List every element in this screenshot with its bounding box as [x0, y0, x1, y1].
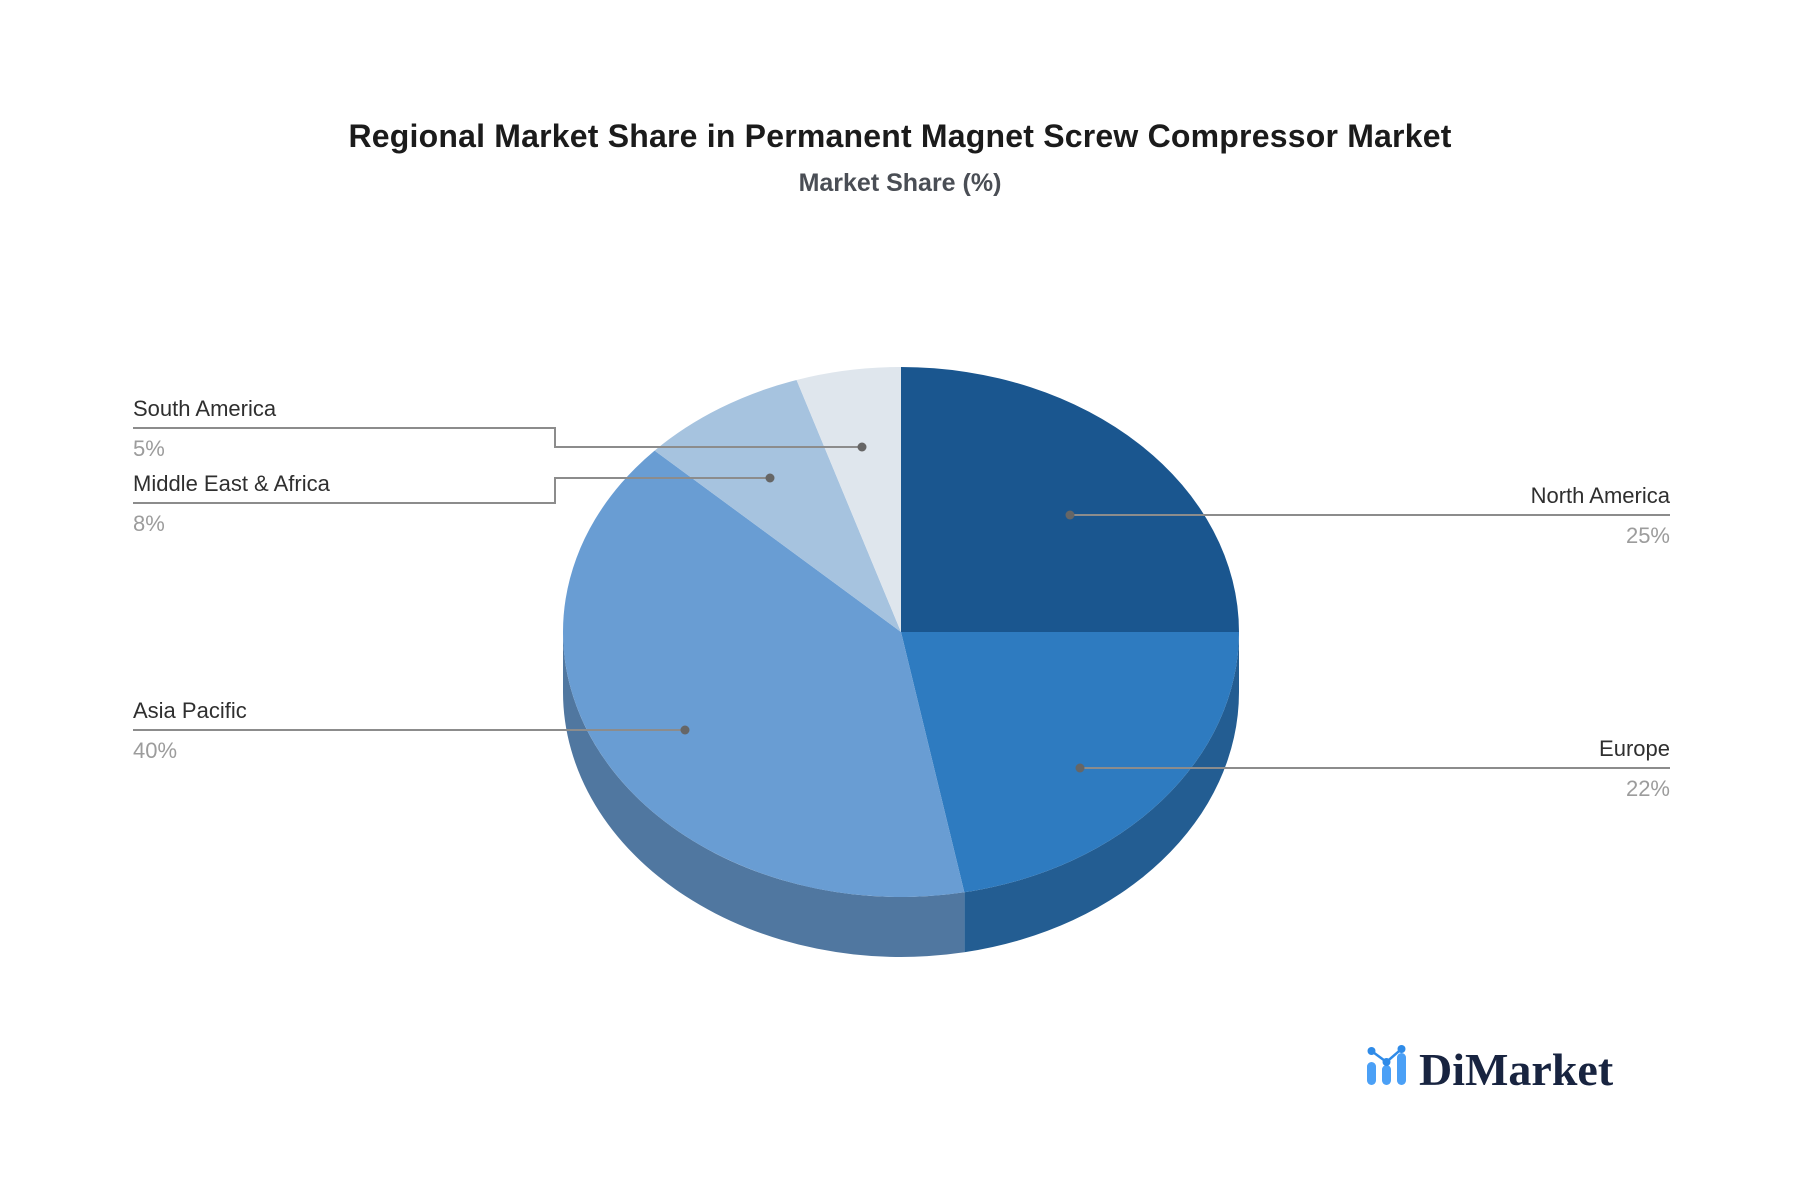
slice-label-north-america: North America [1530, 483, 1670, 508]
pie-slice-north-america [901, 367, 1239, 632]
pie-rim-europe [964, 632, 1239, 953]
slice-value-north-america: 25% [1625, 523, 1670, 548]
slice-label-south-america: South America [133, 396, 277, 421]
slice-label-asia-pacific: Asia Pacific [133, 698, 247, 723]
slice-label-europe: Europe [1599, 736, 1670, 761]
slice-value-asia-pacific: 40% [133, 738, 178, 763]
leader-line-south-america [133, 427, 862, 448]
slice-value-middle-east-africa: 8% [133, 511, 165, 536]
pie-slice-south-america [796, 367, 901, 632]
dimarket-logo: DiMarket [1367, 1044, 1614, 1095]
leader-dot-asia-pacific [680, 725, 690, 735]
pie-slice-middle-east-africa [654, 379, 901, 632]
leader-dot-north-america [1065, 510, 1075, 520]
leader-dot-europe [1075, 763, 1085, 773]
leader-dot-middle-east-africa [765, 473, 775, 483]
chart-subtitle: Market Share (%) [798, 169, 1002, 197]
bar-chart-icon [1367, 1045, 1406, 1085]
logo-text: DiMarket [1419, 1044, 1614, 1095]
slice-label-middle-east-africa: Middle East & Africa [133, 471, 330, 496]
leader-dot-south-america [857, 442, 867, 452]
pie-rim-asia-pacific [563, 632, 965, 957]
slice-value-south-america: 5% [133, 436, 165, 461]
chart-title: Regional Market Share in Permanent Magne… [348, 118, 1452, 154]
pie-slice-europe [901, 632, 1239, 893]
leader-line-middle-east-africa [133, 477, 770, 504]
slice-value-europe: 22% [1625, 776, 1670, 801]
pie-slice-asia-pacific [563, 450, 965, 897]
